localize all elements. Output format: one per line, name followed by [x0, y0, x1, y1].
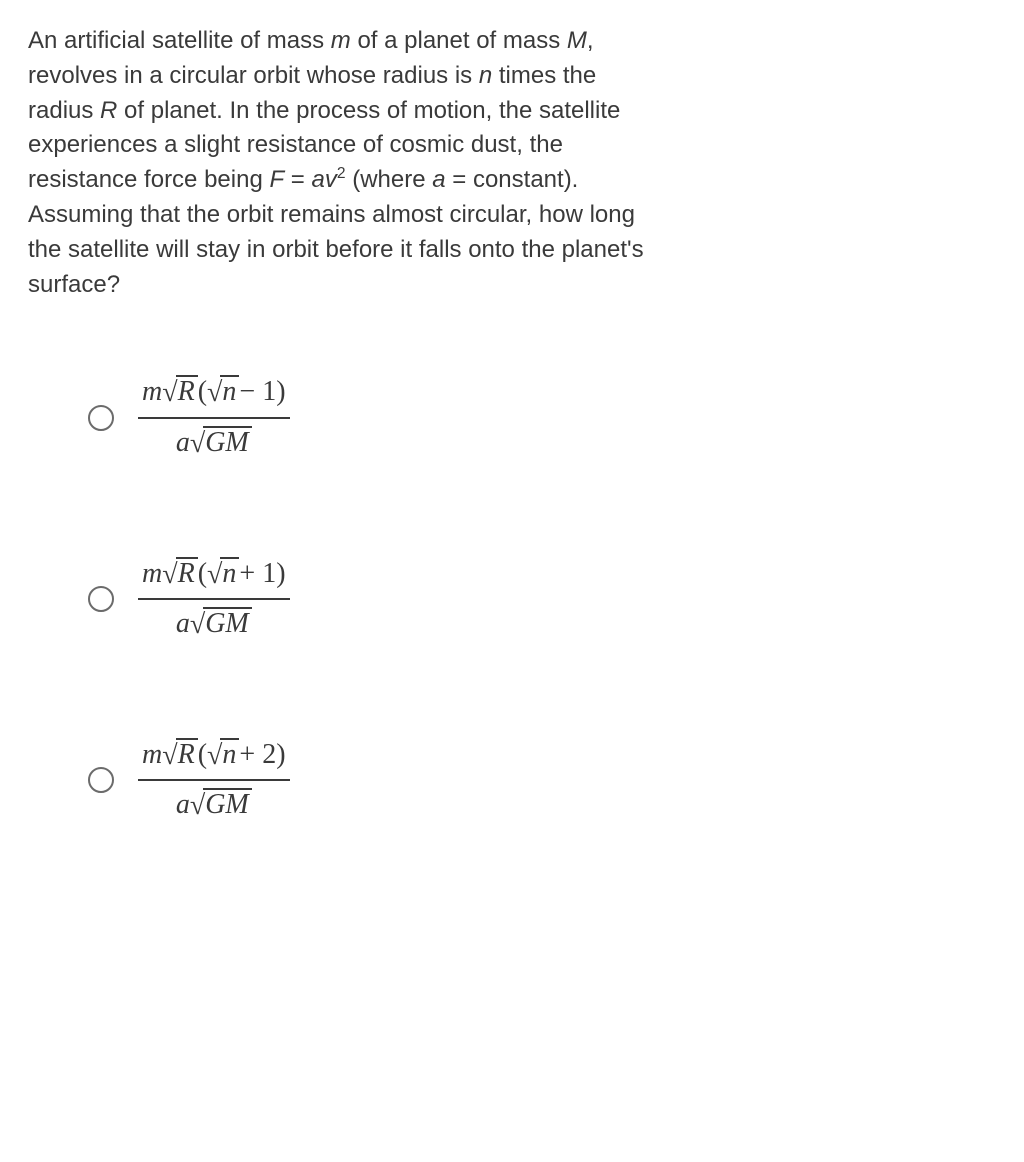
- option-3-formula: m √R ( √n + 2 ) a √GM: [138, 735, 290, 826]
- denominator: a √GM: [172, 419, 256, 464]
- var-m: m: [142, 372, 162, 413]
- numerator: m √R ( √n − 1 ): [138, 372, 290, 419]
- sqrt-n: √n: [207, 554, 239, 595]
- var-F: F: [269, 166, 284, 193]
- radicand: GM: [203, 788, 252, 821]
- exp: 2: [337, 165, 346, 182]
- text: Assuming that the orbit remains almost c…: [28, 201, 635, 228]
- radical-icon: √: [162, 736, 177, 777]
- text: resistance force being: [28, 166, 269, 193]
- radical-icon: √: [190, 424, 205, 465]
- text: An artificial satellite of mass: [28, 27, 331, 54]
- open-paren: (: [198, 735, 207, 776]
- sqrt-n: √n: [207, 735, 239, 776]
- option-3[interactable]: m √R ( √n + 2 ) a √GM: [88, 735, 996, 826]
- options-group: m √R ( √n − 1 ) a √GM m √R ( √n + 1 ): [28, 372, 996, 826]
- text: experiences a slight resistance of cosmi…: [28, 131, 563, 158]
- sqrt-R: √R: [162, 735, 197, 776]
- option-2-formula: m √R ( √n + 1 ) a √GM: [138, 554, 290, 645]
- radicand: R: [176, 375, 198, 408]
- option-1[interactable]: m √R ( √n − 1 ) a √GM: [88, 372, 996, 463]
- text: surface?: [28, 271, 120, 298]
- question-text: An artificial satellite of mass m of a p…: [28, 24, 988, 302]
- option-2[interactable]: m √R ( √n + 1 ) a √GM: [88, 554, 996, 645]
- var-a: a: [176, 423, 190, 464]
- text: radius: [28, 97, 100, 124]
- text: revolves in a circular orbit whose radiu…: [28, 62, 479, 89]
- radicand: n: [220, 375, 239, 408]
- text: the satellite will stay in orbit before …: [28, 236, 644, 263]
- radio-icon: [88, 767, 114, 793]
- radical-icon: √: [190, 786, 205, 827]
- open-paren: (: [198, 554, 207, 595]
- var-m: m: [142, 735, 162, 776]
- op: − 1: [239, 372, 276, 413]
- radicand: GM: [203, 426, 252, 459]
- radicand: n: [220, 557, 239, 590]
- text: of a planet of mass: [351, 27, 567, 54]
- op: + 1: [239, 554, 276, 595]
- radical-icon: √: [162, 373, 177, 414]
- close-paren: ): [276, 735, 285, 776]
- sqrt-GM: √GM: [190, 785, 252, 826]
- text: of planet. In the process of motion, the…: [117, 97, 620, 124]
- sqrt-n: √n: [207, 372, 239, 413]
- radical-icon: √: [207, 555, 222, 596]
- op: + 2: [239, 735, 276, 776]
- radical-icon: √: [207, 373, 222, 414]
- text: times the: [492, 62, 596, 89]
- var-a: a: [312, 166, 325, 193]
- text: = constant).: [446, 166, 579, 193]
- radical-icon: √: [162, 555, 177, 596]
- close-paren: ): [276, 372, 285, 413]
- text: =: [284, 166, 311, 193]
- sqrt-GM: √GM: [190, 423, 252, 464]
- sqrt-GM: √GM: [190, 604, 252, 645]
- text: (where: [346, 166, 433, 193]
- radicand: R: [176, 557, 198, 590]
- var-a2: a: [432, 166, 445, 193]
- radical-icon: √: [190, 605, 205, 646]
- sqrt-R: √R: [162, 372, 197, 413]
- var-M: M: [567, 27, 587, 54]
- option-1-formula: m √R ( √n − 1 ) a √GM: [138, 372, 290, 463]
- var-n: n: [479, 62, 492, 89]
- text: ,: [587, 27, 594, 54]
- denominator: a √GM: [172, 600, 256, 645]
- radicand: R: [176, 738, 198, 771]
- var-m: m: [331, 27, 351, 54]
- close-paren: ): [276, 554, 285, 595]
- denominator: a √GM: [172, 781, 256, 826]
- radical-icon: √: [207, 736, 222, 777]
- radio-icon: [88, 586, 114, 612]
- numerator: m √R ( √n + 1 ): [138, 554, 290, 601]
- var-v: v: [325, 166, 337, 193]
- var-a: a: [176, 785, 190, 826]
- var-R: R: [100, 97, 117, 124]
- open-paren: (: [198, 372, 207, 413]
- numerator: m √R ( √n + 2 ): [138, 735, 290, 782]
- var-a: a: [176, 604, 190, 645]
- sqrt-R: √R: [162, 554, 197, 595]
- radio-icon: [88, 405, 114, 431]
- radicand: GM: [203, 607, 252, 640]
- radicand: n: [220, 738, 239, 771]
- var-m: m: [142, 554, 162, 595]
